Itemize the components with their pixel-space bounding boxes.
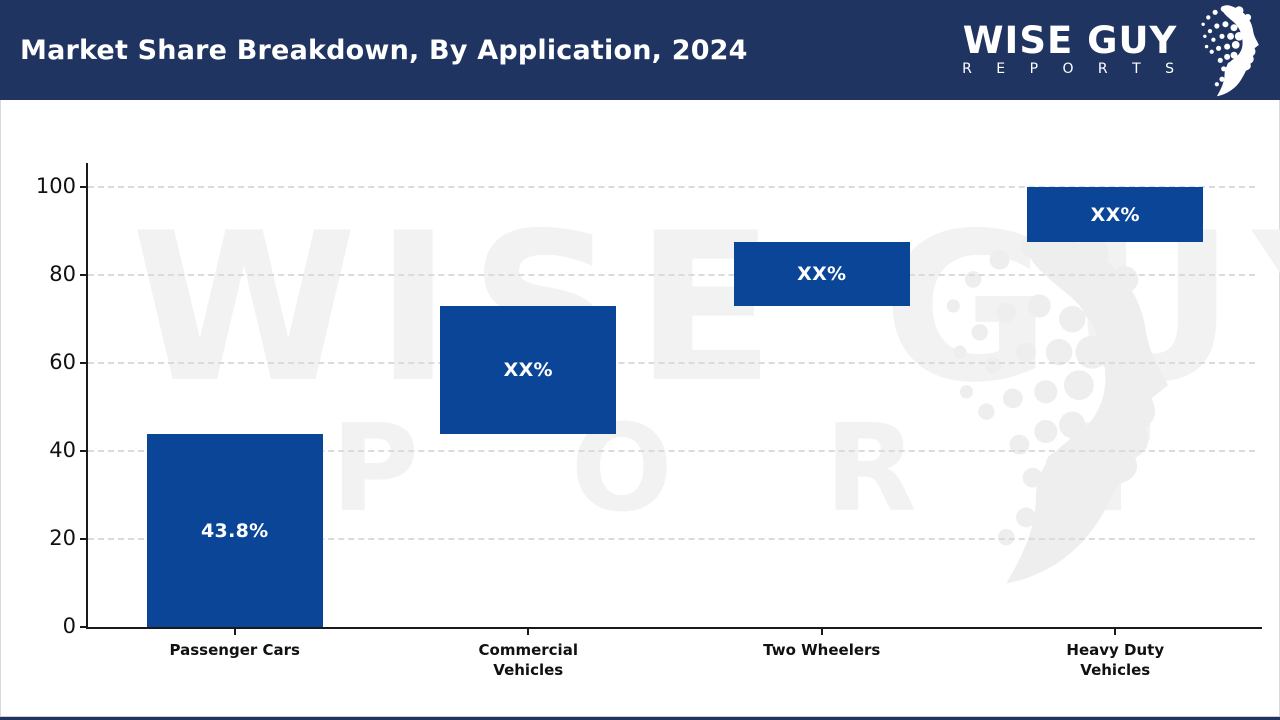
brand-name: WISE GUY xyxy=(962,19,1178,62)
footer-divider xyxy=(0,716,1280,717)
y-tick-label-40: 40 xyxy=(49,438,76,462)
y-tick-label-80: 80 xyxy=(49,262,76,286)
x-category-label: Heavy Duty Vehicles xyxy=(1066,641,1165,679)
x-category-label: Commercial Vehicles xyxy=(478,641,578,679)
bar-segment: 43.8% xyxy=(146,434,323,627)
x-axis-line xyxy=(86,627,1262,629)
y-axis-line xyxy=(86,163,88,629)
bar-value-label: XX% xyxy=(1090,203,1140,226)
y-tick-label-60: 60 xyxy=(49,350,76,374)
y-tick-100 xyxy=(80,186,86,188)
y-tick-40 xyxy=(80,450,86,452)
bar-value-label: 43.8% xyxy=(201,519,269,542)
x-tick xyxy=(820,629,823,635)
gridline-60 xyxy=(88,362,1255,364)
footer-accent-bar xyxy=(0,717,1280,720)
plot-area: 43.8% XX% XX% XX% xyxy=(88,186,1262,627)
brand-subtitle: R E P O R T S xyxy=(962,61,1184,77)
gridline-100 xyxy=(88,186,1255,188)
gridline-80 xyxy=(88,274,1255,276)
brand-logo: WISE GUY R E P O R T S xyxy=(956,0,1280,100)
y-tick-20 xyxy=(80,538,86,540)
y-tick-0 xyxy=(80,626,86,628)
y-tick-label-0: 0 xyxy=(62,614,76,638)
gridline-20 xyxy=(88,538,1255,540)
brand-head-icon xyxy=(1201,5,1259,97)
bar-segment: XX% xyxy=(1027,187,1204,242)
y-tick-label-100: 100 xyxy=(35,174,76,198)
y-tick-60 xyxy=(80,362,86,364)
x-category-label: Passenger Cars xyxy=(169,641,300,659)
x-tick xyxy=(527,629,530,635)
x-category-label: Two Wheelers xyxy=(763,641,881,659)
y-tick-label-20: 20 xyxy=(49,526,76,550)
y-tick-80 xyxy=(80,274,86,276)
page-title: Market Share Breakdown, By Application, … xyxy=(20,34,748,66)
bar-segment: XX% xyxy=(440,305,617,435)
x-tick xyxy=(233,629,236,635)
bar-value-label: XX% xyxy=(503,359,553,382)
gridline-40 xyxy=(88,450,1255,452)
bar-value-label: XX% xyxy=(797,262,847,285)
x-tick xyxy=(1114,629,1117,635)
bar-segment: XX% xyxy=(733,242,910,306)
header-bar: Market Share Breakdown, By Application, … xyxy=(0,0,1280,100)
